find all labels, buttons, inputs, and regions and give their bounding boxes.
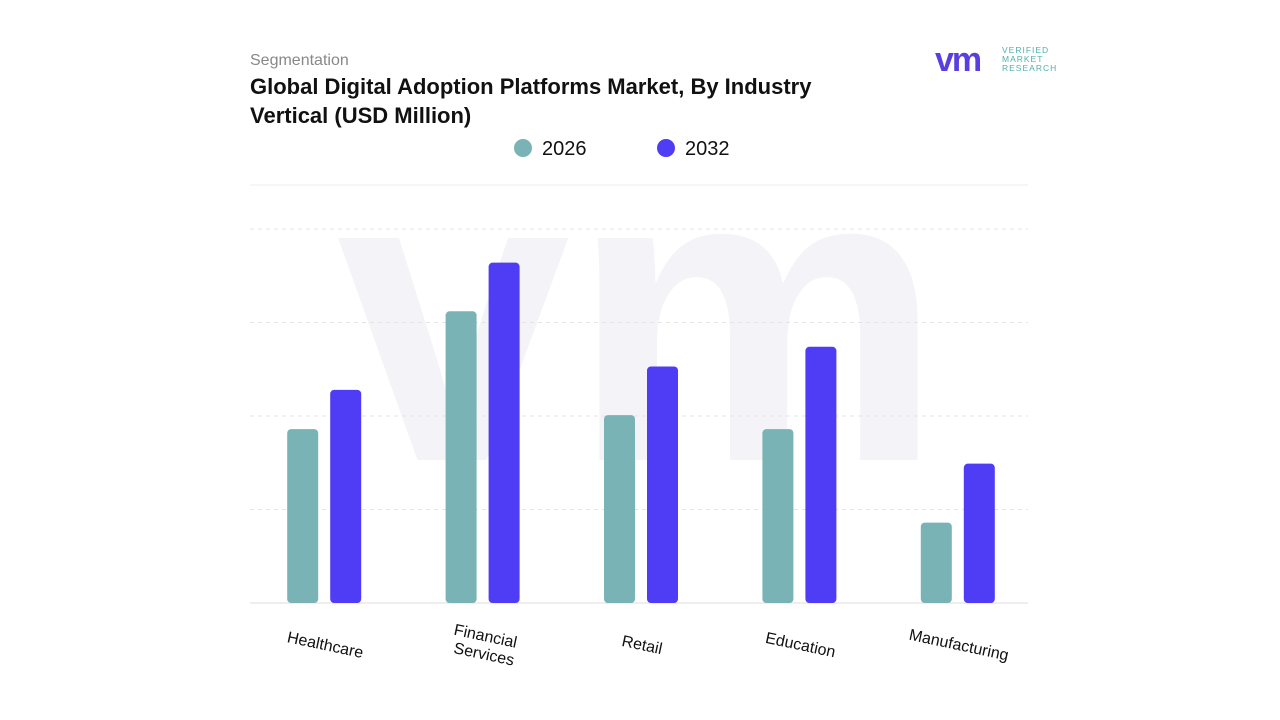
watermark: vm xyxy=(336,81,943,550)
logo-text: VERIFIED xyxy=(1002,45,1049,55)
logo: vm VERIFIED MARKET RESEARCH xyxy=(935,41,1057,79)
bar xyxy=(920,522,952,603)
logo-text: MARKET xyxy=(1002,54,1043,64)
bar xyxy=(647,366,678,603)
chart-title: Global Digital Adoption Platforms Market… xyxy=(250,74,812,128)
x-tick-label: Healthcare xyxy=(286,629,365,662)
logo-text: RESEARCH xyxy=(1002,63,1057,73)
legend-label: 2032 xyxy=(685,138,730,160)
x-tick-label: Education xyxy=(764,630,837,661)
legend-label: 2026 xyxy=(542,138,587,160)
legend-swatch xyxy=(657,139,675,157)
bar xyxy=(445,311,477,603)
bar xyxy=(488,262,520,603)
title-box: Global Digital Adoption Platforms Market… xyxy=(250,74,812,128)
chart-subtitle: Segmentation xyxy=(250,52,349,69)
x-tick-label: Financial Services xyxy=(448,622,520,670)
bar xyxy=(762,429,794,603)
bar xyxy=(287,429,319,603)
logo-mark: vm xyxy=(935,41,981,79)
x-tick-label: Manufacturing xyxy=(907,627,1010,665)
bar xyxy=(805,346,837,603)
bar xyxy=(604,415,635,603)
legend-swatch xyxy=(514,139,532,157)
bar xyxy=(963,463,995,603)
x-tick-label: Retail xyxy=(620,633,664,658)
bar xyxy=(330,389,362,603)
